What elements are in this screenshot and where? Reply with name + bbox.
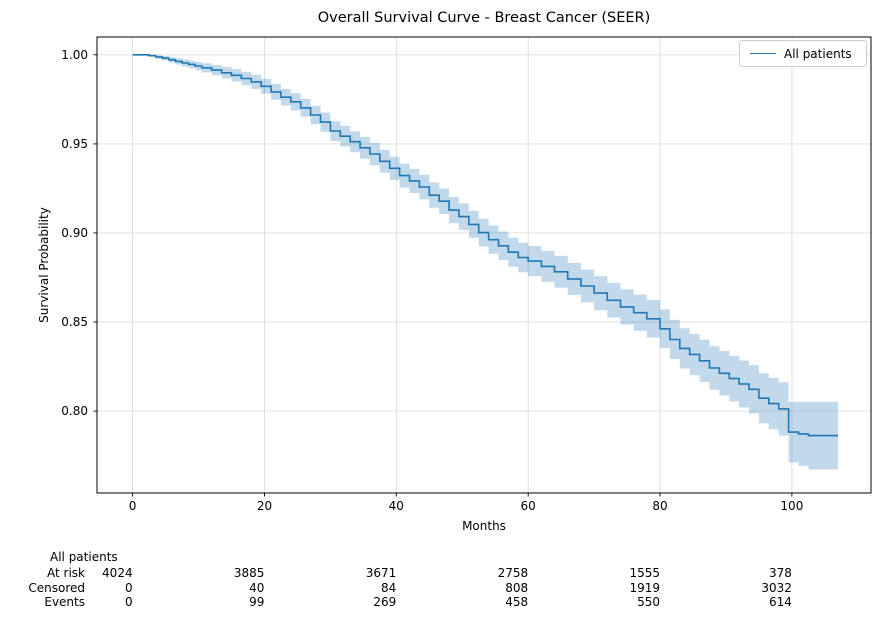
risk-table-row-label: Censored bbox=[28, 580, 85, 595]
axis-tick-marks bbox=[93, 54, 793, 497]
legend-line-icon bbox=[750, 53, 776, 54]
risk-table-value: 269 bbox=[373, 595, 397, 609]
risk-table-value: 2758 bbox=[497, 566, 529, 580]
y-tick-label: 0.80 bbox=[61, 404, 88, 419]
x-tick-label: 20 bbox=[256, 499, 273, 513]
risk-table-group-label: All patients bbox=[50, 550, 118, 564]
risk-table-value: 0 bbox=[124, 580, 133, 595]
risk-table-value: 3032 bbox=[761, 580, 792, 595]
gridlines bbox=[97, 37, 871, 493]
plot-border bbox=[96, 36, 872, 494]
y-tick-label: 0.95 bbox=[61, 136, 88, 151]
y-axis-label: Survival Probability bbox=[37, 207, 51, 323]
x-tick-label: 100 bbox=[780, 499, 804, 513]
legend-label: All patients bbox=[784, 46, 852, 61]
risk-table-value: 1919 bbox=[629, 580, 661, 595]
risk-table-value: 808 bbox=[505, 580, 529, 595]
risk-table-value: 378 bbox=[768, 566, 792, 580]
risk-table-value: 3885 bbox=[233, 566, 265, 580]
risk-table-row-label: At risk bbox=[47, 566, 85, 580]
x-tick-label: 40 bbox=[388, 499, 404, 513]
risk-table-value: 614 bbox=[768, 595, 792, 609]
x-tick-label: 0 bbox=[128, 499, 137, 513]
risk-table-value: 40 bbox=[249, 580, 265, 595]
risk-table-value: 1555 bbox=[629, 566, 661, 580]
risk-table-value: 4024 bbox=[102, 566, 133, 580]
y-tick-label: 0.90 bbox=[61, 225, 88, 240]
x-tick-label: 80 bbox=[652, 499, 668, 513]
risk-table-value: 550 bbox=[637, 595, 661, 609]
y-tick-label: 0.85 bbox=[61, 315, 88, 329]
risk-table-value: 0 bbox=[124, 595, 133, 609]
risk-table-value: 3671 bbox=[365, 566, 397, 580]
chart-title: Overall Survival Curve - Breast Cancer (… bbox=[317, 10, 651, 26]
survival-step-line bbox=[132, 54, 838, 437]
x-axis-label: Months bbox=[462, 519, 506, 533]
risk-table-row-label: Events bbox=[44, 595, 85, 609]
risk-table-value: 84 bbox=[381, 580, 397, 595]
risk-table-value: 458 bbox=[505, 595, 529, 609]
confidence-band bbox=[132, 54, 839, 470]
x-tick-label: 60 bbox=[520, 499, 536, 513]
y-tick-label: 1.00 bbox=[61, 47, 88, 62]
risk-table-value: 99 bbox=[249, 595, 265, 609]
legend: All patients bbox=[739, 40, 867, 67]
